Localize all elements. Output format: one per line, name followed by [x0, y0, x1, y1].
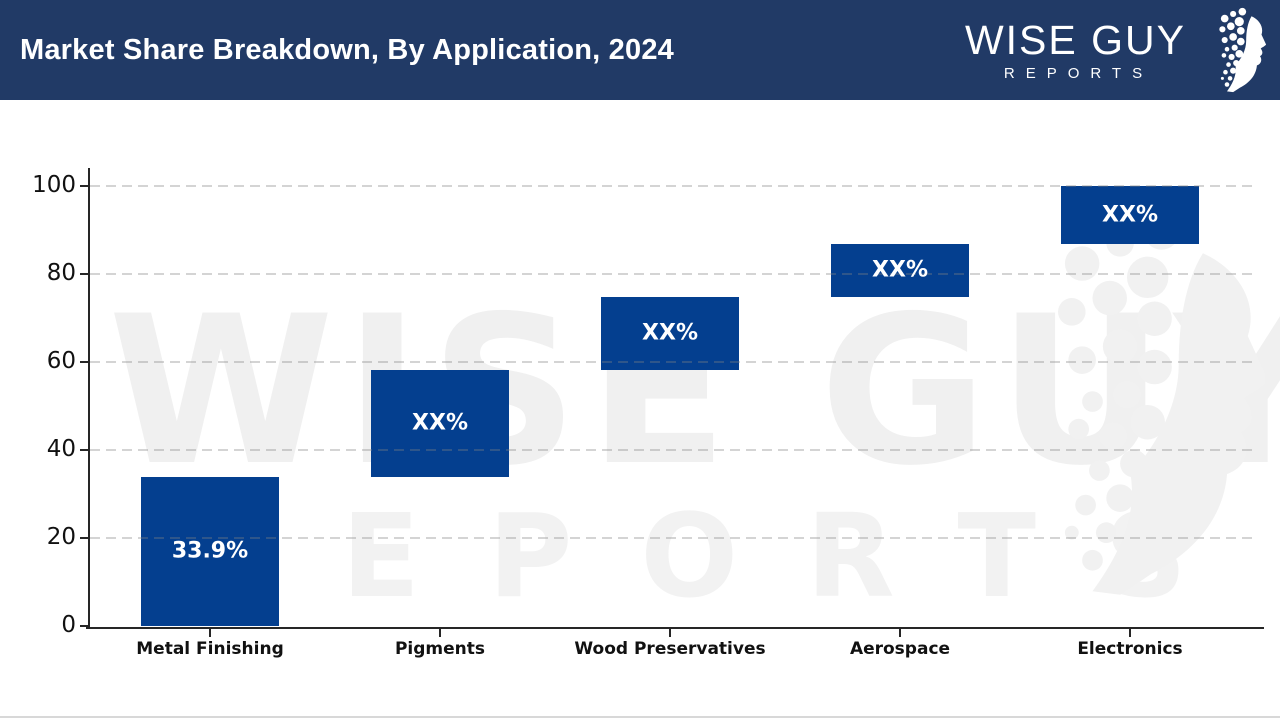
wiseguy-logo: WISE GUY REPORTS: [965, 0, 1266, 100]
bar-electronics: [1061, 186, 1199, 245]
y-tick-80: [80, 273, 88, 275]
gridline-80: [90, 273, 1258, 275]
y-tick-label-100: 100: [32, 172, 76, 198]
y-tick-60: [80, 361, 88, 363]
x-category-label: Aerospace: [849, 639, 951, 659]
bar-value-label: 33.9%: [171, 538, 249, 564]
logo-face-icon: [1219, 7, 1266, 93]
y-tick-20: [80, 537, 88, 539]
x-tick-4: [1129, 629, 1131, 637]
bar-aerospace: [831, 244, 969, 297]
logo-text: WISE GUY REPORTS: [964, 16, 1186, 82]
bar-wood-preservatives: [601, 296, 739, 370]
bottom-divider: [0, 716, 1280, 718]
watermark-subtitle: REPORTS: [185, 490, 1255, 624]
bar-pigments: [371, 369, 509, 477]
logo-wordmark: WISE GUY: [964, 16, 1186, 63]
report-header: Market Share Breakdown, By Application, …: [0, 0, 1280, 100]
gridline-100: [90, 185, 1258, 187]
y-tick-0: [80, 625, 88, 627]
gridline-20: [90, 537, 1258, 539]
logo-subtitle: REPORTS: [1003, 64, 1154, 82]
y-tick-label-60: 60: [46, 348, 76, 374]
chart-area: WISE GUY REPORTS 0 20 40 60 80 100 33.9% Metal: [0, 100, 1280, 716]
x-category-label: Metal Finishing: [136, 639, 284, 659]
x-category-label: Pigments: [394, 639, 486, 659]
y-tick-label-0: 0: [61, 612, 76, 638]
x-tick-0: [209, 629, 211, 637]
x-tick-3: [899, 629, 901, 637]
y-tick-label-20: 20: [46, 524, 76, 550]
y-tick-100: [80, 185, 88, 187]
watermark-face-icon: [1058, 215, 1265, 595]
bar-value-label: XX%: [412, 410, 468, 436]
bar-value-label: XX%: [1102, 202, 1158, 228]
x-tick-2: [669, 629, 671, 637]
x-tick-1: [439, 629, 441, 637]
chart-title: Market Share Breakdown, By Application, …: [20, 33, 674, 66]
plot: 0 20 40 60 80 100 33.9% Metal Finishing XX% Pigme…: [0, 100, 1280, 716]
y-tick-label-40: 40: [46, 436, 76, 462]
y-tick-40: [80, 449, 88, 451]
y-tick-label-80: 80: [46, 260, 76, 286]
bar-value-label: XX%: [872, 257, 928, 283]
y-axis-line: [88, 168, 90, 627]
x-category-label: Wood Preservatives: [574, 639, 766, 659]
gridline-40: [90, 449, 1258, 451]
bar-metal-finishing: [141, 476, 279, 626]
x-category-label: Electronics: [1077, 639, 1183, 659]
bar-value-label: XX%: [642, 320, 698, 346]
x-axis-line: [86, 627, 1264, 629]
gridline-60: [90, 361, 1258, 363]
